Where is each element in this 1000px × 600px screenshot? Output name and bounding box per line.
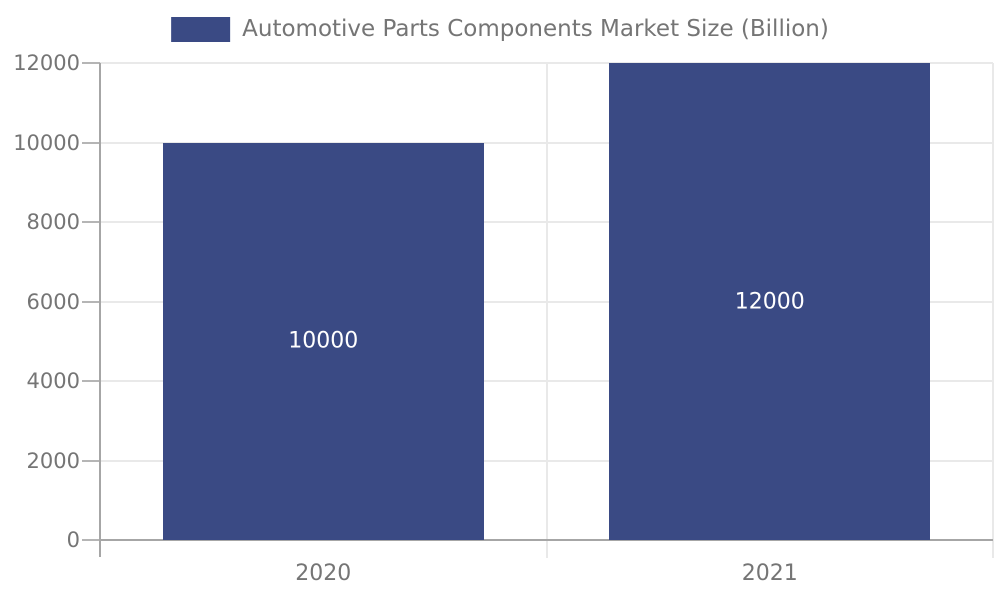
plot-right-border: [992, 63, 994, 558]
y-axis-tick-mark: [82, 221, 100, 223]
x-tick-label: 2021: [741, 561, 798, 586]
y-tick-label: 8000: [26, 210, 80, 234]
bar-value-label: 12000: [734, 289, 805, 314]
bar-value-label: 10000: [288, 328, 359, 354]
x-axis-line: [99, 539, 993, 541]
legend-swatch: [171, 16, 231, 42]
y-tick-label: 0: [66, 528, 80, 552]
x-tick-label: 2020: [295, 561, 352, 586]
y-tick-label: 6000: [26, 289, 80, 314]
y-axis-tick-mark: [82, 539, 100, 541]
y-tick-label: 4000: [26, 369, 80, 393]
y-axis-tick-mark: [82, 380, 100, 382]
y-axis-tick-mark: [82, 62, 100, 64]
chart-legend[interactable]: Automotive Parts Components Market Size …: [171, 16, 829, 42]
bar[interactable]: 10000: [162, 142, 484, 540]
y-axis-tick-mark: [82, 300, 100, 303]
bar[interactable]: 12000: [609, 63, 931, 540]
y-tick-label: 2000: [26, 448, 80, 473]
category-divider-line: [545, 63, 548, 558]
y-axis-tick-mark: [82, 141, 100, 144]
y-tick-label: 10000: [13, 130, 80, 155]
y-axis-line: [99, 63, 101, 557]
y-tick-label: 12000: [13, 51, 80, 75]
legend-label: Automotive Parts Components Market Size …: [242, 16, 829, 42]
y-axis-tick-mark: [82, 459, 100, 462]
